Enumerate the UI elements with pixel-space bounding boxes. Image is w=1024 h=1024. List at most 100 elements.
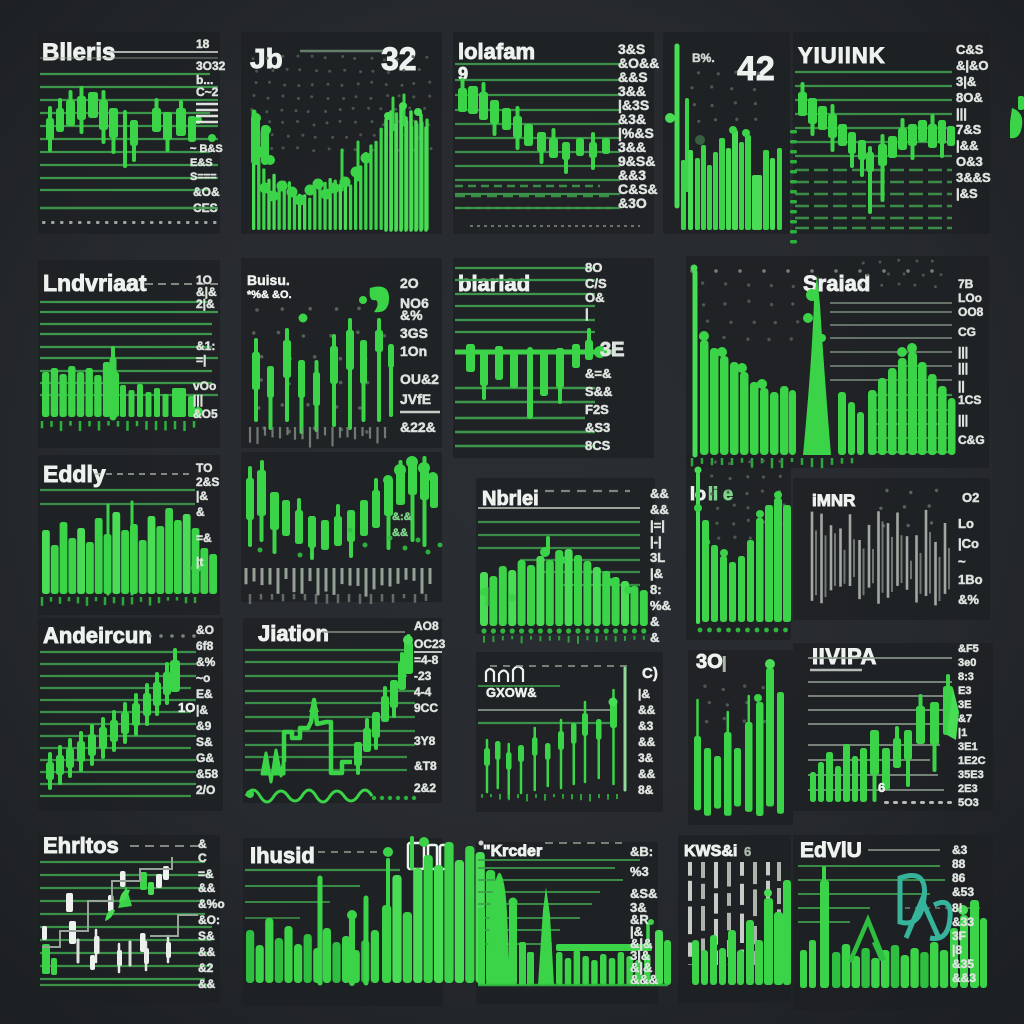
svg-text:4-4: 4-4 [414, 685, 432, 699]
svg-text:1Bo: 1Bo [958, 572, 983, 587]
svg-text:&7: &7 [958, 713, 972, 725]
svg-text:|: | [585, 306, 589, 321]
svg-text:Blleris: Blleris [42, 39, 115, 66]
svg-text:~: ~ [958, 554, 966, 569]
svg-text:|&&: |&& [956, 138, 978, 153]
svg-text:KWS&i: KWS&i [684, 843, 737, 860]
svg-text:OO8: OO8 [958, 305, 984, 319]
svg-text:2&2: 2&2 [414, 781, 436, 795]
svg-text:&F5: &F5 [958, 643, 979, 655]
svg-text:O&: O& [585, 290, 605, 305]
svg-text:9CC: 9CC [414, 701, 438, 715]
svg-text:AO8: AO8 [414, 619, 439, 633]
svg-text:C/S: C/S [585, 276, 607, 291]
svg-text:|Co: |Co [958, 536, 979, 551]
svg-text:&O&: &O& [193, 185, 220, 199]
svg-text:2&S: 2&S [196, 475, 219, 489]
svg-text:8O&: 8O& [956, 90, 983, 105]
svg-text:3O: 3O [696, 651, 723, 673]
svg-text:O2: O2 [962, 490, 979, 505]
svg-text:G&: G& [196, 751, 214, 765]
svg-text:Lndvriaat: Lndvriaat [43, 270, 147, 296]
svg-text:|||: ||| [958, 413, 968, 427]
svg-text:~ B&S: ~ B&S [190, 143, 223, 155]
svg-text:3L: 3L [650, 550, 665, 565]
svg-text:b...: b... [196, 73, 213, 87]
svg-text:*%& &O.: *%& &O. [247, 289, 292, 301]
svg-text:&O: &O [196, 623, 214, 637]
svg-text:&&: && [638, 735, 656, 749]
svg-text:3F: 3F [952, 929, 966, 943]
svg-text:&&: && [638, 703, 656, 717]
svg-text:C): C) [642, 665, 658, 682]
svg-text:&O5: &O5 [193, 407, 218, 421]
svg-text:1E2C: 1E2C [958, 755, 986, 767]
svg-text:C&S: C&S [956, 42, 984, 57]
svg-text:&&: && [198, 977, 216, 991]
svg-text:JVfE: JVfE [400, 391, 431, 407]
svg-text:S===: S=== [190, 171, 217, 183]
svg-text:86: 86 [952, 871, 966, 885]
svg-text:3Y8: 3Y8 [414, 734, 436, 748]
svg-text:%3: %3 [630, 864, 649, 879]
svg-text:=&: =& [198, 867, 214, 881]
svg-text:8O: 8O [585, 260, 602, 275]
svg-text:8:3: 8:3 [958, 671, 974, 683]
svg-text:&&: && [198, 945, 216, 959]
svg-text:B%.: B%. [692, 51, 715, 65]
svg-text:&: & [650, 630, 659, 645]
svg-text:=4-8: =4-8 [414, 653, 439, 667]
svg-text:|: | [722, 655, 726, 672]
svg-text:&: & [196, 505, 205, 519]
svg-text:&22&: &22& [400, 419, 436, 435]
svg-text:&|&: &|& [196, 285, 217, 299]
svg-text:&&: && [198, 881, 216, 895]
svg-text:OU&2: OU&2 [400, 371, 439, 387]
svg-text:"Krcder: "Krcder [483, 843, 542, 860]
svg-text:&%: &% [958, 592, 979, 607]
svg-text:3|&: 3|& [956, 74, 976, 89]
svg-text:=&: =& [196, 531, 212, 545]
svg-text:|&: |& [196, 703, 208, 717]
svg-text:3&&S: 3&&S [956, 170, 991, 185]
svg-text:&33: &33 [952, 915, 974, 929]
svg-text:|t: |t [196, 555, 203, 569]
svg-text:&3O: &3O [618, 195, 647, 211]
svg-text:F2S: F2S [585, 402, 609, 417]
svg-text:3E: 3E [958, 699, 971, 711]
svg-text:IIVIPA: IIVIPA [812, 644, 877, 669]
svg-text:lolafam: lolafam [458, 39, 535, 64]
svg-text:9: 9 [458, 64, 468, 84]
svg-text:35E3: 35E3 [958, 769, 984, 781]
svg-text:S&: S& [198, 929, 215, 943]
svg-text:&3: &3 [638, 719, 654, 733]
svg-text:vOo: vOo [193, 379, 216, 393]
svg-text:2E3: 2E3 [958, 783, 978, 795]
svg-text:6: 6 [744, 844, 751, 859]
svg-text:C&G: C&G [958, 433, 985, 447]
svg-text:|&S: |&S [956, 186, 978, 201]
svg-text:&58: &58 [196, 767, 218, 781]
svg-text:|&: |& [630, 924, 643, 939]
svg-text:TO: TO [196, 461, 212, 475]
svg-text:|||: ||| [193, 393, 203, 407]
svg-text:&|&O: &|&O [956, 58, 989, 73]
svg-text:42: 42 [737, 50, 775, 88]
svg-text:C&S&: C&S& [618, 181, 658, 197]
svg-text:6: 6 [878, 780, 885, 795]
svg-text:%&: %& [650, 598, 671, 613]
svg-text:&O&&: &O&& [618, 55, 659, 71]
svg-text:5O3: 5O3 [958, 797, 979, 809]
svg-text:3&: 3& [630, 900, 647, 915]
svg-text:li e: li e [708, 484, 733, 504]
svg-text:&R: &R [630, 912, 649, 927]
svg-text:E&: E& [196, 687, 213, 701]
svg-text:&&S: &&S [618, 69, 648, 85]
svg-text:Buisu.: Buisu. [247, 272, 290, 288]
svg-text:&:&: &:& [392, 511, 412, 523]
svg-text:OC23: OC23 [414, 637, 446, 651]
svg-text:&2: &2 [198, 961, 214, 975]
svg-text:Ihusid: Ihusid [250, 843, 315, 868]
svg-text:2O: 2O [400, 275, 419, 291]
svg-text:&B:: &B: [630, 844, 653, 859]
